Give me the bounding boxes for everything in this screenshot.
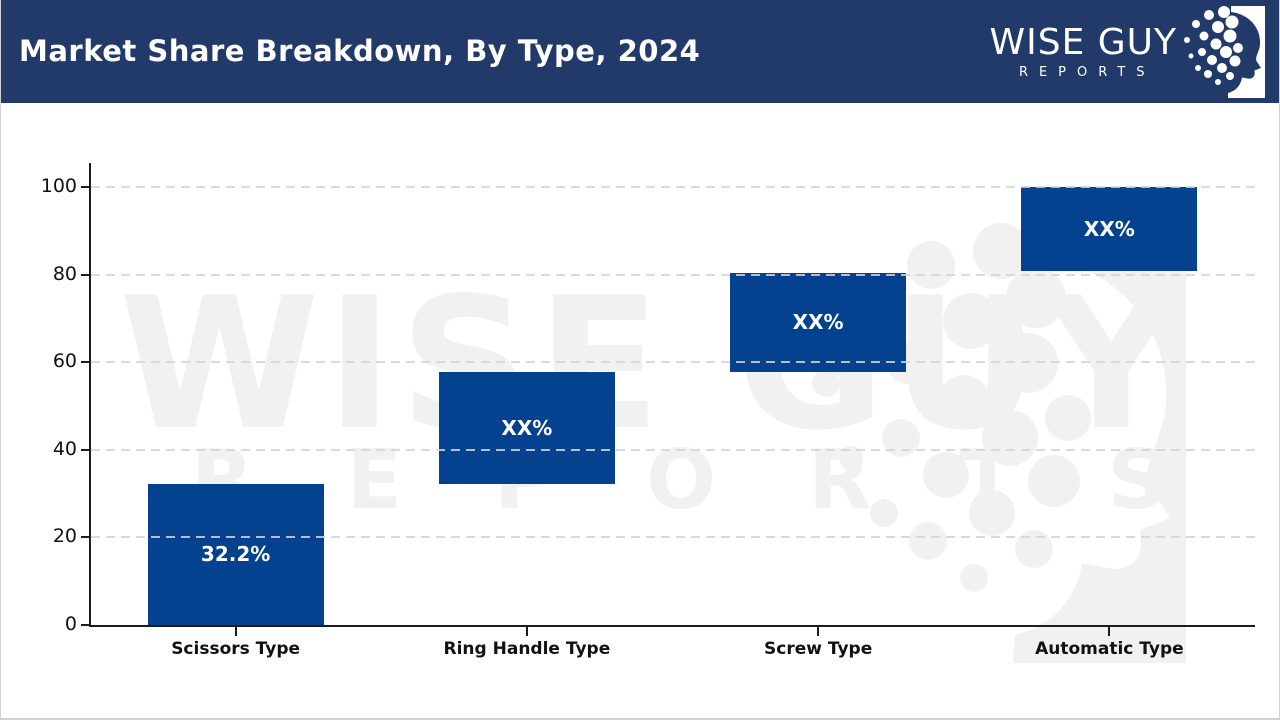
logo-wordmark: WISE GUY REPORTS	[989, 22, 1178, 81]
y-tick	[81, 361, 89, 364]
bar-value-label: XX%	[792, 310, 844, 335]
gridline	[91, 273, 1255, 276]
logo-head-icon	[1184, 6, 1265, 98]
y-tick	[81, 273, 89, 276]
x-tick	[817, 627, 820, 636]
x-tick	[234, 627, 237, 636]
bar-value-label: 32.2%	[200, 542, 271, 567]
y-tick-label: 80	[52, 262, 77, 285]
y-tick	[81, 448, 89, 451]
y-axis-line	[89, 163, 91, 627]
chart-area: WISE GUY REPORTS 32.2% Scissors Type XX% Ri…	[1, 103, 1279, 718]
y-tick-label: 100	[40, 175, 77, 197]
bar-automatic-type: XX%	[1021, 187, 1198, 272]
x-tick	[1108, 627, 1111, 636]
header-bar: Market Share Breakdown, By Type, 2024 WI…	[1, 0, 1279, 103]
bar-value-label: XX%	[1083, 217, 1135, 242]
y-tick-label: 0	[64, 613, 77, 635]
brand-logo: WISE GUY REPORTS	[989, 6, 1265, 98]
gridline	[91, 448, 1255, 451]
y-tick	[81, 536, 89, 539]
x-tick-label-screw-type: Screw Type	[764, 639, 873, 659]
x-tick-label-scissors-type: Scissors Type	[171, 639, 301, 659]
x-tick	[525, 627, 528, 636]
gridline	[91, 186, 1255, 188]
x-tick-label-ring-handle-type: Ring Handle Type	[443, 639, 611, 659]
y-tick	[81, 624, 89, 626]
y-tick-label: 60	[52, 350, 77, 373]
bar-value-label: XX%	[501, 415, 553, 440]
x-axis-line	[89, 625, 1255, 627]
x-tick-label-automatic-type: Automatic Type	[1035, 639, 1184, 659]
chart-title: Market Share Breakdown, By Type, 2024	[19, 34, 701, 68]
gridline	[91, 536, 1255, 539]
bar-ring-handle-type: XX%	[438, 371, 615, 484]
logo-wordmark-line1: WISE GUY	[989, 22, 1177, 63]
y-tick	[81, 186, 89, 188]
y-tick-label: 20	[52, 525, 77, 548]
y-tick-label: 40	[52, 437, 77, 460]
watermark-head-icon	[812, 223, 1186, 663]
bar-screw-type: XX%	[730, 272, 907, 372]
bar-scissors-type: 32.2%	[147, 483, 324, 625]
logo-wordmark-line2: REPORTS	[1018, 65, 1156, 80]
gridline	[91, 361, 1255, 364]
